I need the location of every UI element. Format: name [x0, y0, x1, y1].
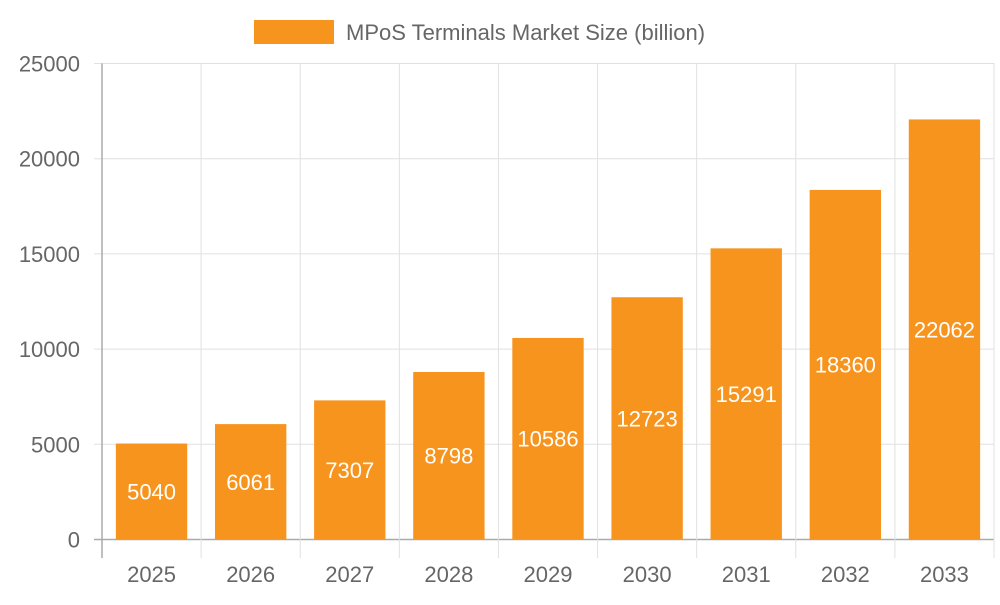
data-label: 5040	[127, 480, 176, 505]
data-label: 22062	[914, 317, 975, 342]
x-tick-label: 2026	[226, 562, 275, 587]
x-tick-label: 2025	[127, 562, 176, 587]
y-tick-label: 10000	[19, 337, 80, 362]
y-tick-label: 25000	[19, 52, 80, 77]
legend-label: MPoS Terminals Market Size (billion)	[346, 20, 705, 45]
data-label: 12723	[617, 406, 678, 431]
x-tick-label: 2029	[524, 562, 573, 587]
x-tick-label: 2027	[325, 562, 374, 587]
legend-swatch	[254, 20, 334, 44]
bar-2026	[214, 424, 287, 540]
bar-2028	[413, 371, 485, 540]
data-label: 6061	[226, 470, 275, 495]
bar-2030	[611, 297, 683, 540]
x-tick-label: 2030	[623, 562, 672, 587]
data-label: 7307	[325, 458, 374, 483]
data-label: 8798	[424, 444, 473, 469]
y-tick-label: 5000	[31, 432, 80, 457]
y-tick-label: 15000	[19, 242, 80, 267]
bar-2031	[710, 248, 782, 540]
x-tick-label: 2031	[722, 562, 771, 587]
bar-2029	[512, 337, 584, 540]
data-label: 15291	[716, 382, 777, 407]
bar-2033	[908, 119, 981, 540]
bar-2025	[115, 443, 188, 540]
data-label: 18360	[815, 353, 876, 378]
y-tick-label: 20000	[19, 147, 80, 172]
x-tick-label: 2032	[821, 562, 870, 587]
bar-2027	[314, 400, 386, 540]
x-tick-label: 2028	[424, 562, 473, 587]
data-label: 10586	[517, 427, 578, 452]
x-tick-label: 2033	[920, 562, 969, 587]
y-tick-label: 0	[68, 528, 80, 553]
bar-2032	[809, 189, 882, 540]
